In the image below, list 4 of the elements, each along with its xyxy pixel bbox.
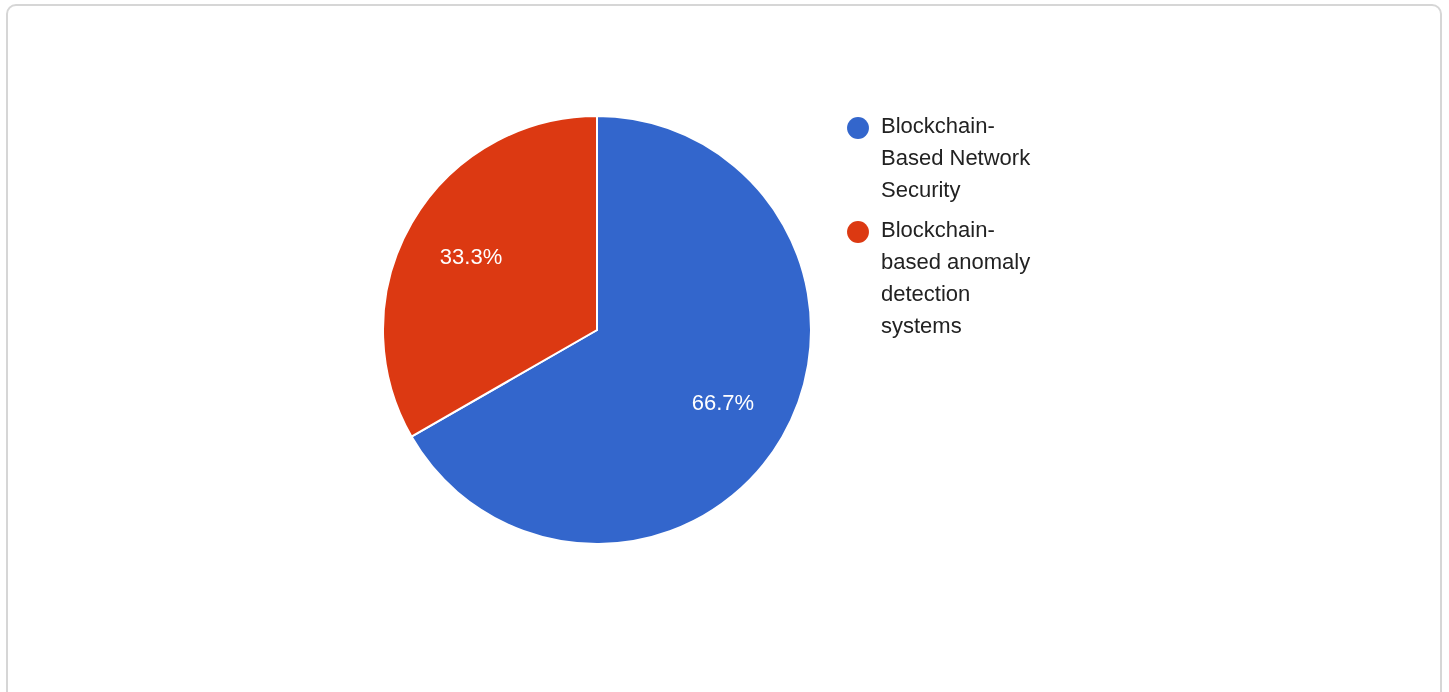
data-label: 33.3% — [439, 244, 503, 270]
legend-label: Blockchain-based anomaly detection systems — [881, 217, 1031, 338]
data-label: 66.7% — [691, 389, 755, 415]
legend-label: Blockchain-Based Network Security — [881, 113, 1032, 202]
